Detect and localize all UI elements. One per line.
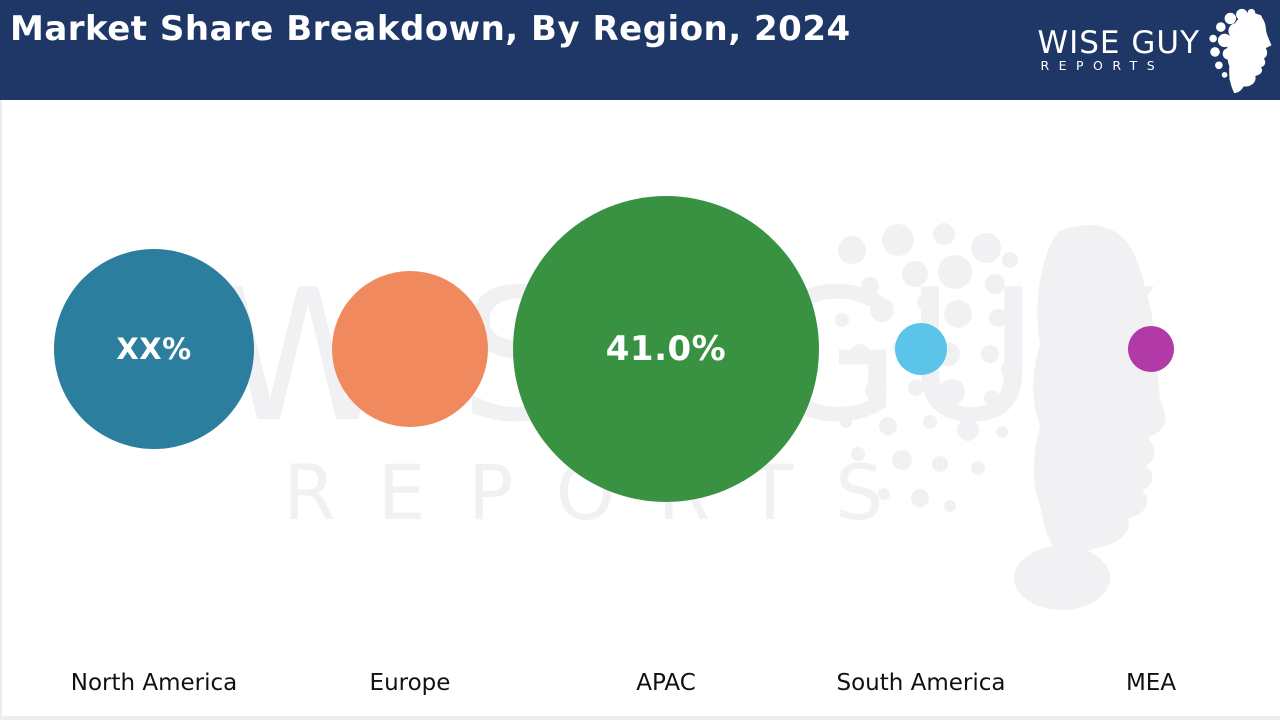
- brand-name: WISE GUY: [1037, 24, 1200, 61]
- bubble-north-america: XX%: [54, 249, 254, 449]
- left-edge-line: [0, 100, 2, 716]
- brand-subtitle: REPORTS: [1040, 58, 1165, 74]
- category-label-apac: APAC: [636, 670, 696, 696]
- category-label-north-america: North America: [70, 670, 238, 696]
- watermark-head-graphic: [835, 223, 1166, 610]
- page-title: Market Share Breakdown, By Region, 2024: [10, 9, 851, 49]
- brand-logo: WISE GUY REPORTS: [1037, 4, 1274, 96]
- category-label-south-america: South America: [836, 670, 1006, 696]
- brand-head-icon: [1209, 8, 1272, 94]
- category-label-europe: Europe: [369, 670, 451, 696]
- bubble-mea: [1128, 326, 1174, 372]
- bubble-europe: [332, 271, 488, 427]
- category-label-mea: MEA: [1125, 670, 1177, 696]
- chart-area: WISE GUY REPORTS XX%41.0% North AmericaE…: [0, 100, 1280, 720]
- bubble-apac: 41.0%: [513, 196, 819, 502]
- bubble-south-america: [895, 323, 947, 375]
- bubble-value-north-america: XX%: [116, 332, 192, 366]
- bubble-value-apac: 41.0%: [605, 329, 727, 369]
- bottom-strip: [0, 716, 1280, 720]
- header-bar: Market Share Breakdown, By Region, 2024 …: [0, 0, 1280, 100]
- brand-logo-text: WISE GUY REPORTS: [1037, 27, 1200, 73]
